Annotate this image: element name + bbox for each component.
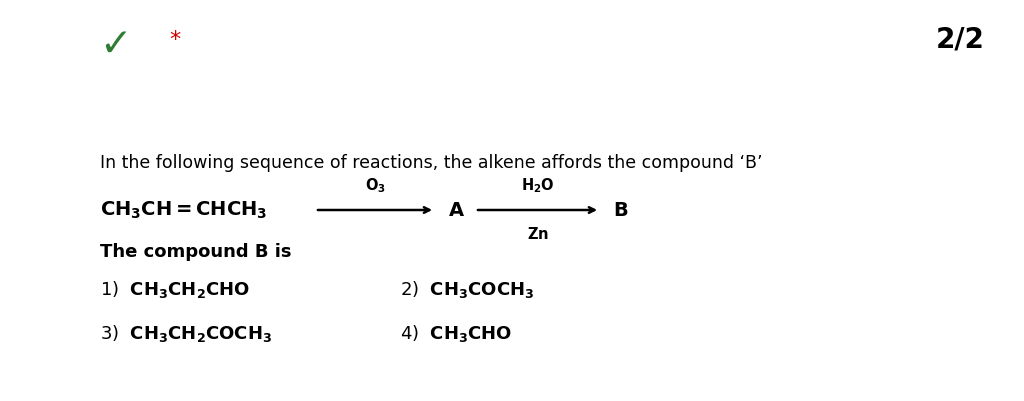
Text: $\mathbf{H_2O}$: $\mathbf{H_2O}$ <box>520 176 554 195</box>
Text: $\mathbf{A}$: $\mathbf{A}$ <box>449 200 465 219</box>
Text: *: * <box>169 30 180 50</box>
Text: $\mathbf{B}$: $\mathbf{B}$ <box>613 200 629 219</box>
Text: In the following sequence of reactions, the alkene affords the compound ‘B’: In the following sequence of reactions, … <box>100 154 763 172</box>
Text: 3)  $\mathbf{CH_3CH_2COCH_3}$: 3) $\mathbf{CH_3CH_2COCH_3}$ <box>100 322 272 344</box>
Text: 2)  $\mathbf{CH_3COCH_3}$: 2) $\mathbf{CH_3COCH_3}$ <box>400 279 535 300</box>
Text: 2/2: 2/2 <box>936 26 984 54</box>
Text: The compound B is: The compound B is <box>100 243 292 261</box>
Text: $\mathbf{Zn}$: $\mathbf{Zn}$ <box>526 226 549 242</box>
Text: $\mathbf{CH_3CH = CHCH_3}$: $\mathbf{CH_3CH = CHCH_3}$ <box>100 199 267 221</box>
Text: 4)  $\mathbf{CH_3CHO}$: 4) $\mathbf{CH_3CHO}$ <box>400 322 512 344</box>
Text: $\mathbf{O_3}$: $\mathbf{O_3}$ <box>365 176 385 195</box>
Text: 1)  $\mathbf{CH_3CH_2CHO}$: 1) $\mathbf{CH_3CH_2CHO}$ <box>100 279 250 300</box>
Text: ✓: ✓ <box>98 26 131 64</box>
